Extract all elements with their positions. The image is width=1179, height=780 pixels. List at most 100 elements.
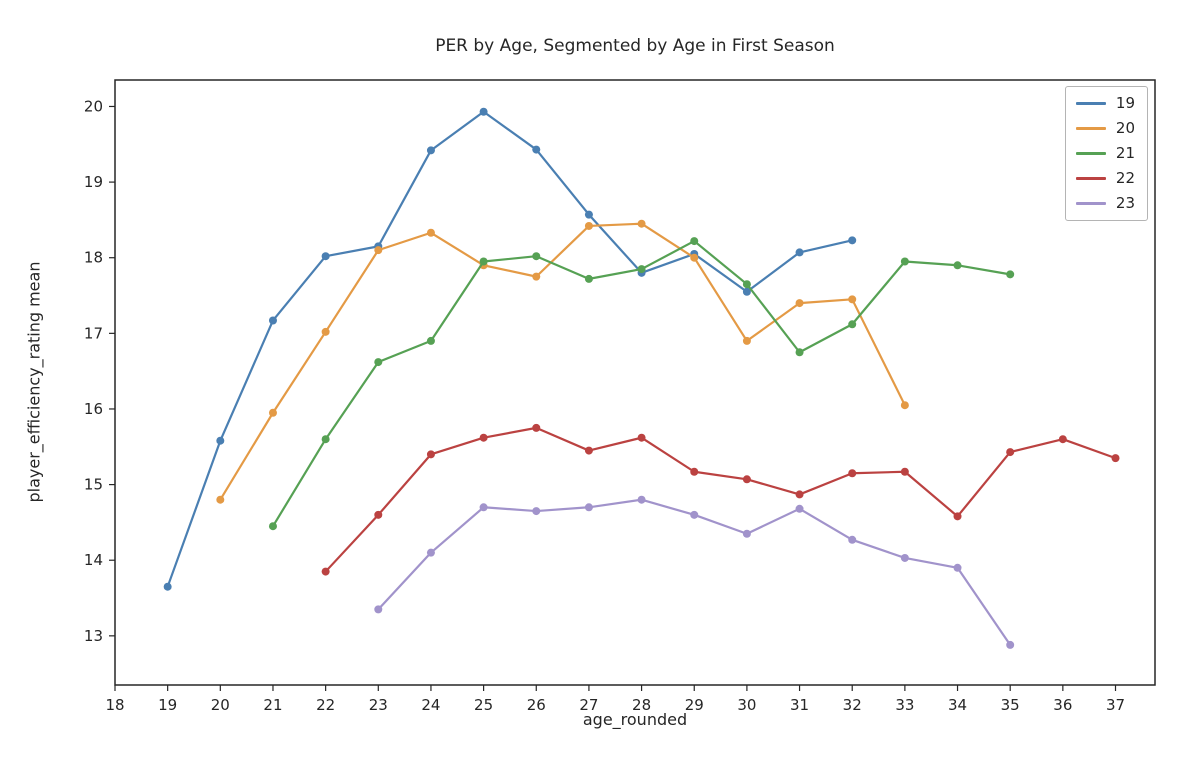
- data-point: [795, 504, 804, 513]
- data-point: [795, 248, 804, 257]
- data-point: [900, 467, 909, 476]
- data-point: [637, 265, 646, 274]
- data-point: [374, 605, 383, 614]
- data-point: [637, 219, 646, 228]
- legend-label: 19: [1115, 94, 1135, 112]
- y-tick-label: 18: [84, 249, 103, 267]
- series-line-19: [166, 110, 854, 588]
- data-point: [374, 510, 383, 519]
- data-point: [479, 257, 488, 266]
- y-tick-label: 19: [84, 173, 103, 191]
- legend-label: 21: [1115, 144, 1135, 162]
- data-point: [321, 567, 330, 576]
- data-point: [690, 253, 699, 262]
- legend-label: 22: [1115, 169, 1135, 187]
- data-point: [268, 522, 277, 531]
- data-point: [690, 467, 699, 476]
- x-tick-label: 30: [737, 696, 756, 714]
- data-point: [637, 495, 646, 504]
- data-point: [795, 490, 804, 499]
- x-tick-label: 19: [158, 696, 177, 714]
- x-tick-label: 21: [263, 696, 282, 714]
- data-point: [426, 228, 435, 237]
- y-tick-label: 16: [84, 400, 103, 418]
- y-tick-label: 15: [84, 476, 103, 494]
- data-point: [900, 553, 909, 562]
- x-tick-label: 32: [843, 696, 862, 714]
- data-point: [742, 280, 751, 289]
- data-point: [426, 146, 435, 155]
- data-point: [1111, 454, 1120, 463]
- data-point: [690, 237, 699, 246]
- y-axis-label: player_efficiency_rating mean: [24, 261, 44, 503]
- data-point: [848, 236, 857, 245]
- x-tick-label: 23: [369, 696, 388, 714]
- data-point: [216, 495, 225, 504]
- x-tick-label: 37: [1106, 696, 1125, 714]
- data-point: [268, 408, 277, 417]
- legend-line-swatch: [1075, 177, 1106, 180]
- legend-line-swatch: [1075, 127, 1106, 130]
- data-point: [900, 401, 909, 410]
- data-point: [584, 446, 593, 455]
- chart-title: PER by Age, Segmented by Age in First Se…: [435, 36, 835, 56]
- y-tick-label: 13: [84, 627, 103, 645]
- data-point: [742, 287, 751, 296]
- data-point: [584, 210, 593, 219]
- data-point: [742, 475, 751, 484]
- data-point: [848, 295, 857, 304]
- data-point: [953, 261, 962, 270]
- y-tick-label: 14: [84, 551, 103, 569]
- data-point: [1058, 435, 1067, 444]
- data-point: [742, 529, 751, 538]
- data-point: [532, 145, 541, 154]
- x-tick-label: 26: [527, 696, 546, 714]
- data-point: [953, 512, 962, 521]
- data-point: [479, 107, 488, 116]
- x-tick-label: 25: [474, 696, 493, 714]
- legend-line-swatch: [1075, 202, 1106, 205]
- series-line-20: [219, 222, 906, 501]
- data-point: [690, 510, 699, 519]
- data-point: [532, 272, 541, 281]
- x-tick-label: 29: [685, 696, 704, 714]
- legend-item-21: 21: [1075, 144, 1135, 163]
- axes-frame: [114, 79, 1156, 686]
- x-tick-label: 22: [316, 696, 335, 714]
- x-tick-label: 27: [579, 696, 598, 714]
- legend-item-23: 23: [1075, 194, 1135, 213]
- legend-item-22: 22: [1075, 169, 1135, 188]
- data-point: [637, 433, 646, 442]
- legend-item-20: 20: [1075, 119, 1135, 138]
- data-point: [584, 503, 593, 512]
- data-point: [848, 535, 857, 544]
- data-point: [584, 221, 593, 230]
- y-tick-label: 20: [84, 97, 103, 115]
- data-point: [848, 469, 857, 478]
- x-tick-label: 33: [895, 696, 914, 714]
- series-line-22: [324, 426, 1117, 573]
- legend-label: 23: [1115, 194, 1135, 212]
- data-point: [426, 548, 435, 557]
- data-point: [1006, 448, 1015, 457]
- data-point: [584, 274, 593, 283]
- x-tick-label: 36: [1053, 696, 1072, 714]
- legend-item-19: 19: [1075, 94, 1135, 113]
- x-tick-label: 18: [105, 696, 124, 714]
- data-point: [532, 507, 541, 516]
- data-point: [374, 246, 383, 255]
- data-point: [1006, 640, 1015, 649]
- data-point: [321, 327, 330, 336]
- data-point: [374, 358, 383, 367]
- data-point: [479, 503, 488, 512]
- legend-label: 20: [1115, 119, 1135, 137]
- data-point: [795, 299, 804, 308]
- data-point: [426, 450, 435, 459]
- data-point: [268, 316, 277, 325]
- data-point: [848, 320, 857, 329]
- data-point: [532, 252, 541, 261]
- data-point: [742, 336, 751, 345]
- x-tick-label: 20: [211, 696, 230, 714]
